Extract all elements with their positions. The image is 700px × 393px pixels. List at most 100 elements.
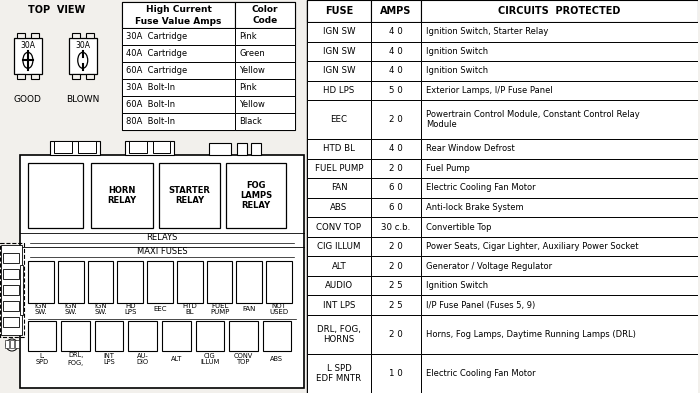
Bar	[307, 296, 371, 315]
Bar	[14, 38, 42, 74]
Text: Ignition Switch: Ignition Switch	[426, 66, 488, 75]
Bar	[371, 315, 421, 354]
Bar	[421, 0, 698, 22]
Bar	[421, 256, 698, 276]
Bar	[307, 178, 371, 198]
Bar	[31, 74, 39, 79]
Bar	[421, 100, 698, 139]
Bar	[371, 276, 421, 296]
Text: ABS: ABS	[330, 203, 348, 212]
Bar	[371, 354, 421, 393]
Bar	[421, 42, 698, 61]
Text: 2 0: 2 0	[389, 330, 402, 339]
Bar	[307, 139, 371, 159]
Text: CIG
ILLUM: CIG ILLUM	[200, 353, 219, 365]
Text: ALT: ALT	[332, 262, 346, 270]
Bar	[371, 256, 421, 276]
Bar	[371, 217, 421, 237]
Text: Power Seats, Cigar Lighter, Auxiliary Power Socket: Power Seats, Cigar Lighter, Auxiliary Po…	[426, 242, 638, 251]
Text: Black: Black	[239, 117, 262, 126]
Bar	[122, 113, 235, 130]
Text: Electric Cooling Fan Motor: Electric Cooling Fan Motor	[426, 369, 536, 378]
Bar	[307, 237, 371, 256]
Text: 4 0: 4 0	[389, 47, 402, 56]
Bar	[72, 74, 80, 79]
Bar	[421, 217, 698, 237]
Bar	[17, 33, 25, 38]
Bar	[266, 261, 292, 303]
Bar	[371, 159, 421, 178]
Bar	[371, 178, 421, 198]
Text: 1 0: 1 0	[389, 369, 402, 378]
Bar	[421, 159, 698, 178]
Bar	[307, 159, 371, 178]
Bar	[262, 321, 291, 351]
Bar	[3, 253, 19, 263]
Bar	[3, 317, 19, 327]
Text: AUDIO: AUDIO	[325, 281, 353, 290]
Text: INT
LPS: INT LPS	[104, 353, 115, 365]
Text: DRL, FOG,
HORNS: DRL, FOG, HORNS	[317, 325, 361, 344]
Bar	[91, 163, 153, 228]
Bar	[153, 141, 171, 153]
Bar	[421, 22, 698, 42]
Bar	[421, 139, 698, 159]
Text: 30A: 30A	[75, 40, 90, 50]
Text: L SPD
EDF MNTR: L SPD EDF MNTR	[316, 364, 361, 383]
Text: Anti-lock Brake System: Anti-lock Brake System	[426, 203, 524, 212]
Text: EEC: EEC	[330, 115, 347, 124]
Text: L.
SPD: L. SPD	[36, 353, 49, 365]
Bar	[307, 354, 371, 393]
Text: Ignition Switch, Starter Relay: Ignition Switch, Starter Relay	[426, 27, 548, 36]
Text: AU-
DIO: AU- DIO	[136, 353, 149, 365]
Bar	[307, 81, 371, 100]
Bar	[421, 198, 698, 217]
Bar	[307, 100, 371, 139]
Bar	[62, 321, 90, 351]
Bar	[421, 315, 698, 354]
Text: Generator / Voltage Regulator: Generator / Voltage Regulator	[426, 262, 552, 270]
Bar	[307, 0, 371, 22]
Bar	[122, 62, 235, 79]
Bar	[122, 45, 235, 62]
Text: ABS: ABS	[270, 356, 284, 362]
Text: I/P Fuse Panel (Fuses 5, 9): I/P Fuse Panel (Fuses 5, 9)	[426, 301, 535, 310]
Bar	[20, 265, 23, 315]
Text: DRL,
FOG,: DRL, FOG,	[68, 353, 84, 365]
Bar	[0, 0, 307, 393]
Text: 80A  Bolt-In: 80A Bolt-In	[125, 117, 175, 126]
Text: 2 5: 2 5	[389, 281, 402, 290]
Text: FUEL
PUMP: FUEL PUMP	[210, 303, 230, 316]
Bar	[3, 285, 19, 295]
Text: Fuse Value Amps: Fuse Value Amps	[135, 17, 222, 26]
Text: IGN SW: IGN SW	[323, 66, 355, 75]
Text: Powertrain Control Module, Constant Control Relay
Module: Powertrain Control Module, Constant Cont…	[426, 110, 639, 129]
Text: FOG
LAMPS
RELAY: FOG LAMPS RELAY	[240, 181, 272, 210]
Bar	[307, 42, 371, 61]
Bar	[0, 243, 24, 337]
Text: 2 0: 2 0	[389, 262, 402, 270]
Bar	[54, 141, 72, 153]
Bar	[195, 321, 224, 351]
Text: Exterior Lamps, I/P Fuse Panel: Exterior Lamps, I/P Fuse Panel	[426, 86, 552, 95]
Bar	[307, 0, 698, 393]
Bar	[307, 276, 371, 296]
Bar	[371, 22, 421, 42]
Text: IGN
SW.: IGN SW.	[94, 303, 107, 316]
Text: High Current: High Current	[146, 4, 211, 13]
Bar	[371, 81, 421, 100]
Bar	[307, 256, 371, 276]
Bar	[50, 141, 99, 155]
Bar	[158, 163, 220, 228]
Bar	[235, 62, 295, 79]
Bar	[206, 261, 232, 303]
Bar	[307, 315, 371, 354]
Bar	[235, 2, 295, 28]
Text: 30A  Bolt-In: 30A Bolt-In	[125, 83, 175, 92]
Bar	[371, 61, 421, 81]
Bar	[421, 178, 698, 198]
Text: 30A: 30A	[20, 40, 36, 50]
Text: HTD BL: HTD BL	[323, 144, 355, 153]
Bar	[307, 22, 371, 42]
Bar	[237, 261, 262, 303]
